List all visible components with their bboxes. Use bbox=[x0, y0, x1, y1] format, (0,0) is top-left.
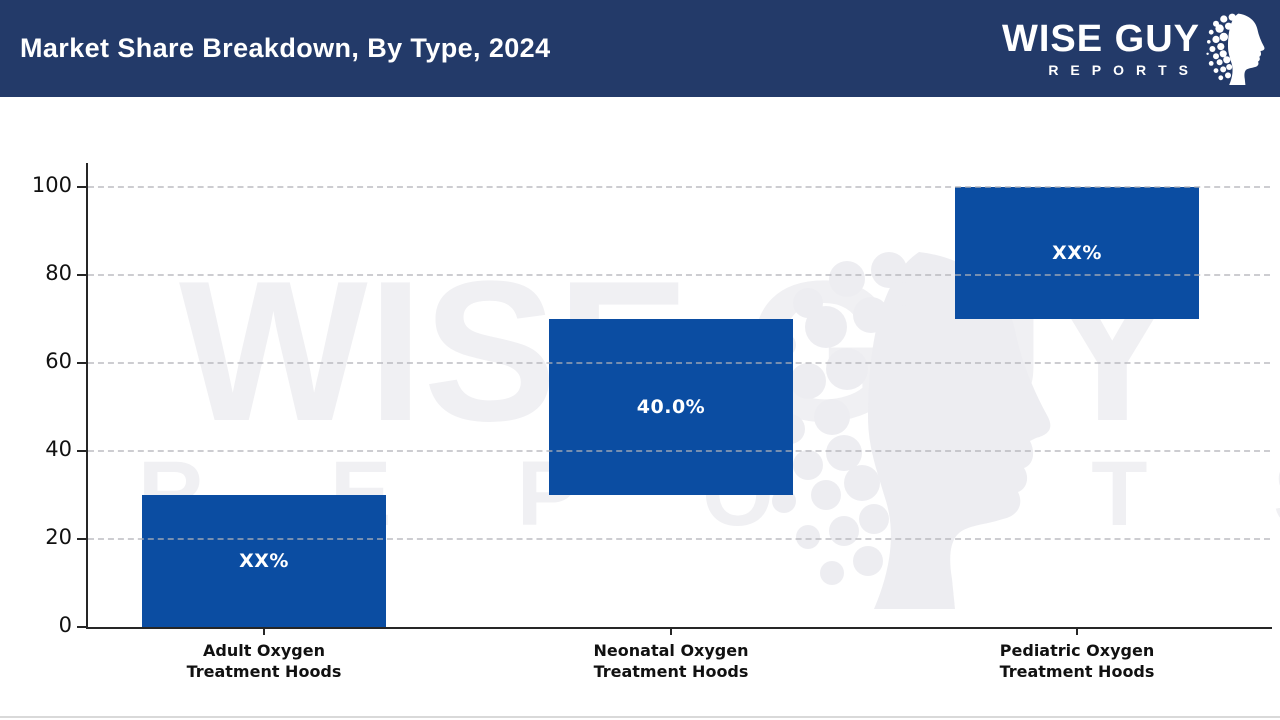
y-axis-tick-label-80: 80 bbox=[45, 261, 72, 285]
gridline-y-60 bbox=[88, 362, 1270, 364]
y-axis-tick-label-0: 0 bbox=[58, 613, 72, 637]
y-axis-tick-60 bbox=[77, 362, 87, 364]
wise-guy-reports-logo: WISE GUY REPORTS bbox=[1002, 0, 1270, 97]
y-axis-tick-label-100: 100 bbox=[31, 173, 72, 197]
x-axis-tick-1 bbox=[263, 629, 265, 635]
x-axis-line bbox=[86, 627, 1272, 629]
x-axis-tick-3 bbox=[1076, 629, 1078, 635]
header-bar: Market Share Breakdown, By Type, 2024 WI… bbox=[0, 0, 1280, 97]
y-axis-tick-20 bbox=[77, 538, 87, 540]
logo-face-icon bbox=[1206, 13, 1265, 85]
y-axis-tick-label-40: 40 bbox=[45, 437, 72, 461]
bar-value-label-2: 40.0% bbox=[636, 396, 706, 418]
x-axis-category-label-1: Adult Oxygen Treatment Hoods bbox=[186, 641, 342, 681]
y-axis-tick-100 bbox=[77, 186, 87, 188]
gridline-y-100 bbox=[88, 186, 1270, 188]
logo-text: WISE GUY REPORTS bbox=[1002, 19, 1200, 79]
chart-title: Market Share Breakdown, By Type, 2024 bbox=[20, 33, 551, 63]
x-axis-tick-2 bbox=[670, 629, 672, 635]
x-axis-category-label-3: Pediatric Oxygen Treatment Hoods bbox=[999, 641, 1155, 681]
gridline-y-80 bbox=[88, 274, 1270, 276]
y-axis-line bbox=[86, 163, 88, 629]
gridline-y-40 bbox=[88, 450, 1270, 452]
logo-primary-text: WISE GUY bbox=[1001, 17, 1200, 60]
y-axis-tick-80 bbox=[77, 274, 87, 276]
y-axis-tick-label-60: 60 bbox=[45, 349, 72, 373]
footer-divider bbox=[0, 716, 1280, 718]
gridline-y-20 bbox=[88, 538, 1270, 540]
bar-value-label-3: XX% bbox=[1052, 242, 1102, 264]
bar-1: XX% bbox=[142, 495, 386, 627]
bar-3: XX% bbox=[955, 187, 1199, 319]
bar-2: 40.0% bbox=[549, 319, 793, 495]
logo-secondary-text: REPORTS bbox=[1048, 61, 1200, 78]
bar-value-label-1: XX% bbox=[239, 550, 289, 572]
x-axis-category-label-2: Neonatal Oxygen Treatment Hoods bbox=[593, 641, 749, 681]
y-axis-tick-0 bbox=[77, 626, 87, 628]
y-axis-tick-40 bbox=[77, 450, 87, 452]
y-axis-tick-label-20: 20 bbox=[45, 525, 72, 549]
